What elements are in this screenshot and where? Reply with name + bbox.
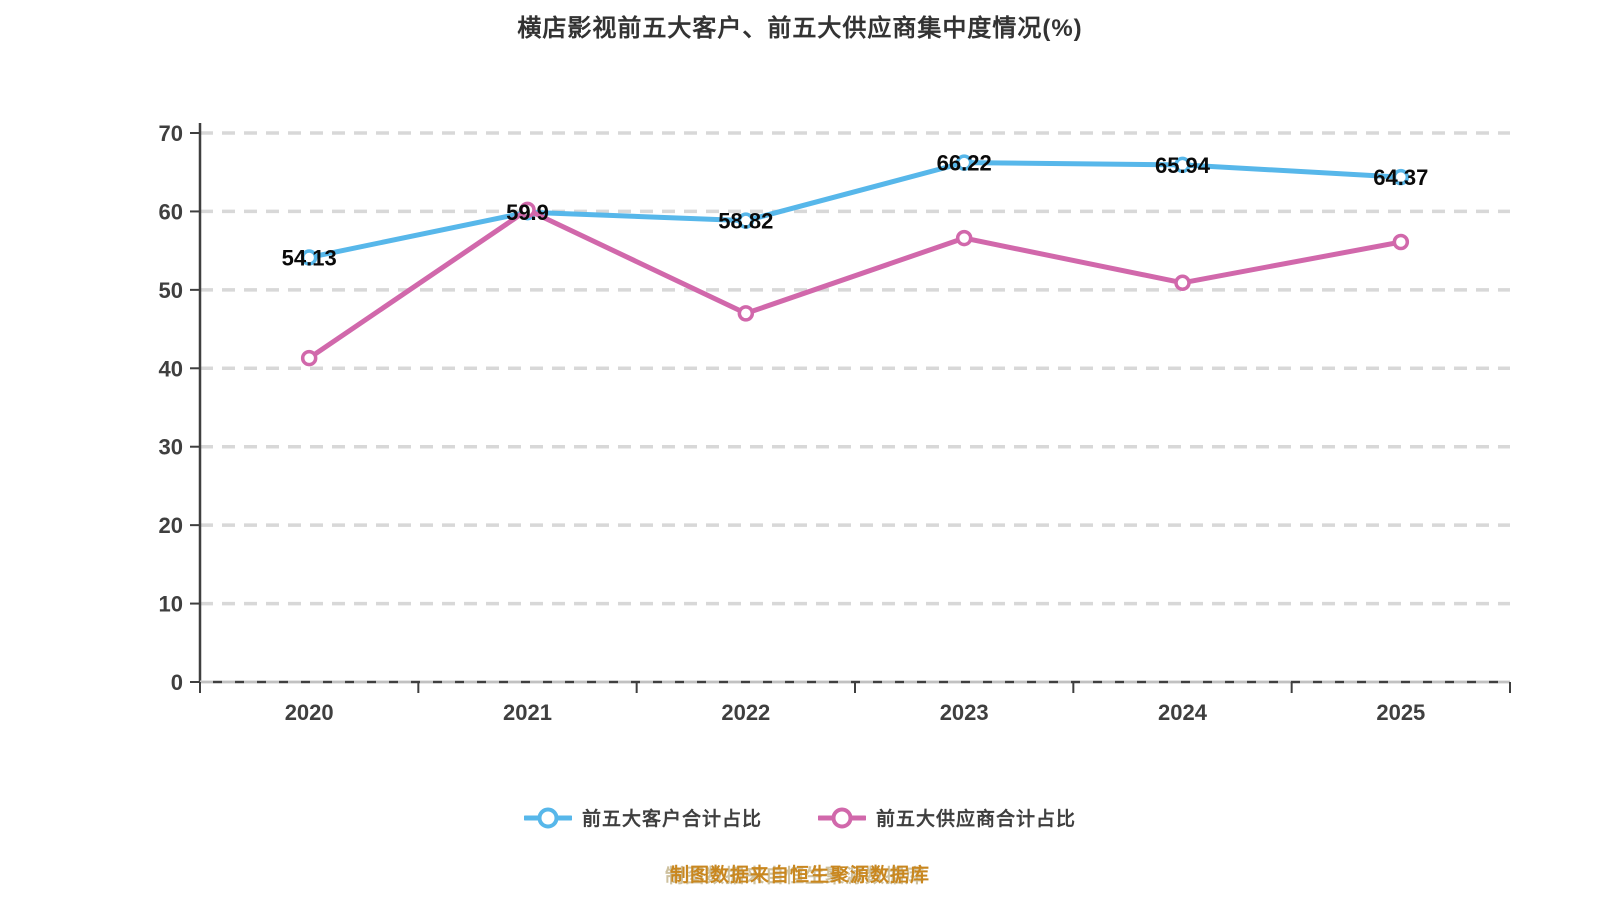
y-axis-tick-label: 0 [171,670,183,695]
data-point-marker-customers[interactable] [1392,168,1410,186]
y-axis-tick-label: 20 [159,513,183,538]
data-point-marker-suppliers[interactable] [519,201,536,219]
data-point-marker-suppliers[interactable] [737,305,755,322]
data-point-label: 64.37 [1373,165,1428,190]
x-axis-tick-label: 2023 [940,700,989,725]
data-point-label: 59.9 [506,200,549,225]
series-line-customers [306,160,1404,260]
y-axis-tick-label: 50 [159,278,183,303]
data-source-note: 制图数据来自恒生聚源数据库 [669,865,930,886]
data-point-marker-suppliers[interactable] [955,229,973,247]
x-axis-tick-label: 2022 [721,700,770,725]
data-point-label: 58.82 [718,209,773,234]
series-line-suppliers [306,207,1404,361]
y-axis-tick-label: 30 [159,435,183,460]
data-point-marker-customers[interactable] [737,212,755,229]
x-axis-tick-label: 2024 [1158,700,1208,725]
data-point-marker-customers[interactable] [955,154,973,171]
data-point-marker-customers[interactable] [300,249,318,266]
legend-suppliers-label: 前五大供应商合计占比 [876,809,1077,830]
x-axis-tick-label: 2021 [503,700,552,725]
data-point-label: 66.22 [937,151,992,176]
y-axis-tick-label: 60 [159,199,183,224]
legend-customers-label: 前五大客户合计占比 [581,809,762,830]
legend-item-suppliers[interactable]: 前五大供应商合计占比 [818,804,1076,831]
legend-suppliers-marker-icon [818,807,866,828]
data-point-label: 65.94 [1155,153,1211,178]
data-point-marker-suppliers[interactable] [300,349,318,367]
y-axis-tick-label: 10 [159,592,183,617]
chart-title: 横店影视前五大客户、前五大供应商集中度情况(%) [517,15,1083,42]
data-point-label: 54.13 [282,245,337,270]
x-axis-tick-label: 2020 [285,700,334,725]
y-axis-tick-label: 40 [159,356,183,381]
legend-item-customers[interactable]: 前五大客户合计占比 [523,804,762,831]
data-point-marker-customers[interactable] [1174,156,1191,174]
data-point-marker-suppliers[interactable] [1392,233,1410,251]
x-axis-tick-label: 2025 [1376,700,1425,725]
legend: 前五大客户合计占比 前五大供应商合计占比 [0,804,1600,831]
y-axis-tick-label: 70 [159,121,183,146]
data-point-marker-suppliers[interactable] [1174,274,1191,292]
legend-customers-marker-icon [523,807,572,828]
